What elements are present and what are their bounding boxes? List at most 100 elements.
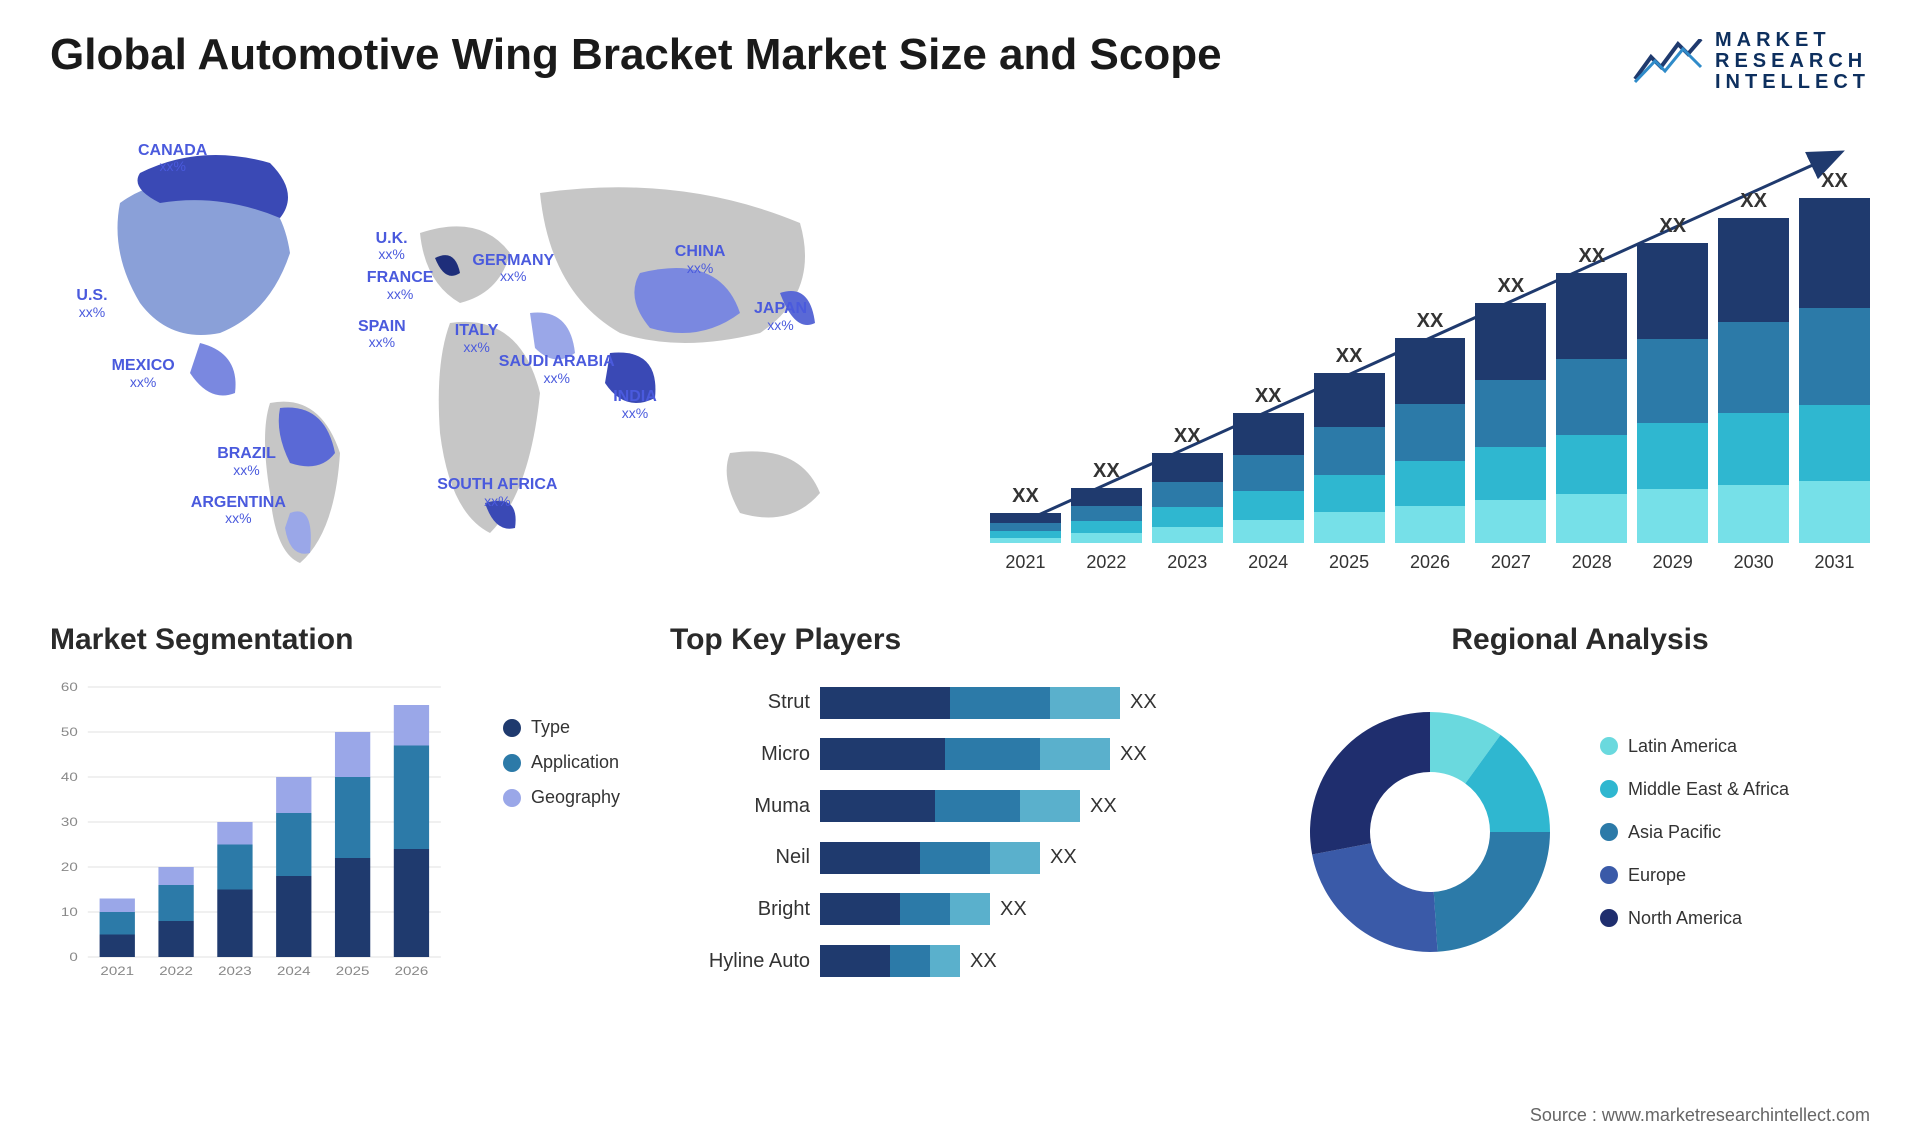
map-label-u.s.: U.S.xx% [76,287,107,320]
top-row: CANADAxx%U.S.xx%MEXICOxx%BRAZILxx%ARGENT… [50,133,1870,573]
regional-legend-item: North America [1600,908,1789,929]
map-label-brazil: BRAZILxx% [217,445,276,478]
growth-segment [1152,453,1223,482]
regional-legend-item: Latin America [1600,736,1789,757]
map-label-germany: GERMANYxx% [472,252,554,285]
map-label-canada: CANADAxx% [138,142,207,175]
growth-segment [1799,198,1870,308]
growth-bars: XXXXXXXXXXXXXXXXXXXXXX [990,173,1870,543]
player-bar [820,790,1080,822]
svg-text:50: 50 [61,725,78,738]
player-label: Neil [776,846,810,869]
header: Global Automotive Wing Bracket Market Si… [50,30,1870,93]
growth-segment [1718,218,1789,322]
growth-value-label: XX [1336,345,1363,368]
growth-segment [1395,461,1466,506]
svg-text:20: 20 [61,860,78,873]
growth-bar-2023: XX [1152,425,1223,543]
player-segment [1050,687,1120,719]
player-bar [820,738,1110,770]
map-label-south-africa: SOUTH AFRICAxx% [437,476,557,509]
player-segment [890,945,930,977]
svg-text:10: 10 [61,905,78,918]
svg-text:0: 0 [69,950,78,963]
player-bar-row: XX [820,842,1250,874]
growth-value-label: XX [1740,190,1767,213]
regional-title: Regional Analysis [1290,623,1870,657]
growth-value-label: XX [1255,385,1282,408]
growth-segment [1637,423,1708,489]
growth-bar-2022: XX [1071,460,1142,543]
segmentation-chart: 0102030405060202120222023202420252026 Ty… [50,677,630,987]
player-bar [820,842,1040,874]
legend-dot [1600,823,1618,841]
player-bars: XXXXXXXXXXXX [820,677,1250,987]
map-label-spain: SPAINxx% [358,318,406,351]
growth-segment [1475,303,1546,380]
player-segment [820,790,935,822]
growth-segment [1233,520,1304,543]
growth-segment [1799,308,1870,405]
svg-text:40: 40 [61,770,78,783]
player-segment [820,893,900,925]
growth-segment [990,538,1061,543]
svg-text:2022: 2022 [159,964,193,977]
growth-value-label: XX [1821,170,1848,193]
logo-line1: MARKET [1715,30,1870,51]
player-segment [950,893,990,925]
svg-text:2024: 2024 [277,964,311,977]
segmentation-legend: TypeApplicationGeography [503,717,620,808]
player-label: Bright [758,898,810,921]
growth-segment [1071,521,1142,533]
player-bar-row: XX [820,945,1250,977]
player-bar [820,893,990,925]
svg-text:2026: 2026 [395,964,429,977]
growth-chart: XXXXXXXXXXXXXXXXXXXXXX 20212022202320242… [990,133,1870,573]
growth-bar-2025: XX [1314,345,1385,543]
growth-segment [1233,455,1304,491]
player-segment [935,790,1020,822]
regional-panel: Regional Analysis Latin AmericaMiddle Ea… [1290,623,1870,987]
svg-text:60: 60 [61,680,78,693]
player-bar-row: XX [820,790,1250,822]
segmentation-panel: Market Segmentation 01020304050602021202… [50,623,630,987]
growth-segment [1556,359,1627,435]
growth-segment [1556,273,1627,359]
growth-segment [990,513,1061,523]
map-label-india: INDIAxx% [613,388,657,421]
svg-text:30: 30 [61,815,78,828]
growth-year-label: 2028 [1556,552,1627,573]
growth-year-label: 2030 [1718,552,1789,573]
regional-legend-item: Asia Pacific [1600,822,1789,843]
legend-label: Latin America [1628,736,1737,757]
growth-segment [1233,413,1304,455]
player-segment [990,842,1040,874]
growth-segment [1152,482,1223,507]
growth-segment [1556,435,1627,494]
legend-item-geography: Geography [503,787,620,808]
logo-line2: RESEARCH [1715,51,1870,72]
growth-bar-2028: XX [1556,245,1627,543]
source-attribution: Source : www.marketresearchintellect.com [1530,1105,1870,1126]
player-labels: StrutMicroMumaNeilBrightHyline Auto [670,677,810,987]
page-title: Global Automotive Wing Bracket Market Si… [50,30,1222,80]
growth-bar-2026: XX [1395,310,1466,543]
growth-x-axis: 2021202220232024202520262027202820292030… [990,552,1870,573]
player-value: XX [1120,743,1147,766]
player-label: Muma [754,795,810,818]
legend-dot [503,789,521,807]
player-segment [920,842,990,874]
growth-year-label: 2023 [1152,552,1223,573]
player-segment [820,945,890,977]
player-label: Hyline Auto [709,950,810,973]
legend-dot [1600,909,1618,927]
map-label-italy: ITALYxx% [455,322,499,355]
growth-value-label: XX [1578,245,1605,268]
growth-value-label: XX [1417,310,1444,333]
growth-segment [990,523,1061,531]
map-label-france: FRANCExx% [367,269,434,302]
player-segment [1020,790,1080,822]
legend-dot [1600,780,1618,798]
growth-value-label: XX [1174,425,1201,448]
legend-dot [1600,866,1618,884]
